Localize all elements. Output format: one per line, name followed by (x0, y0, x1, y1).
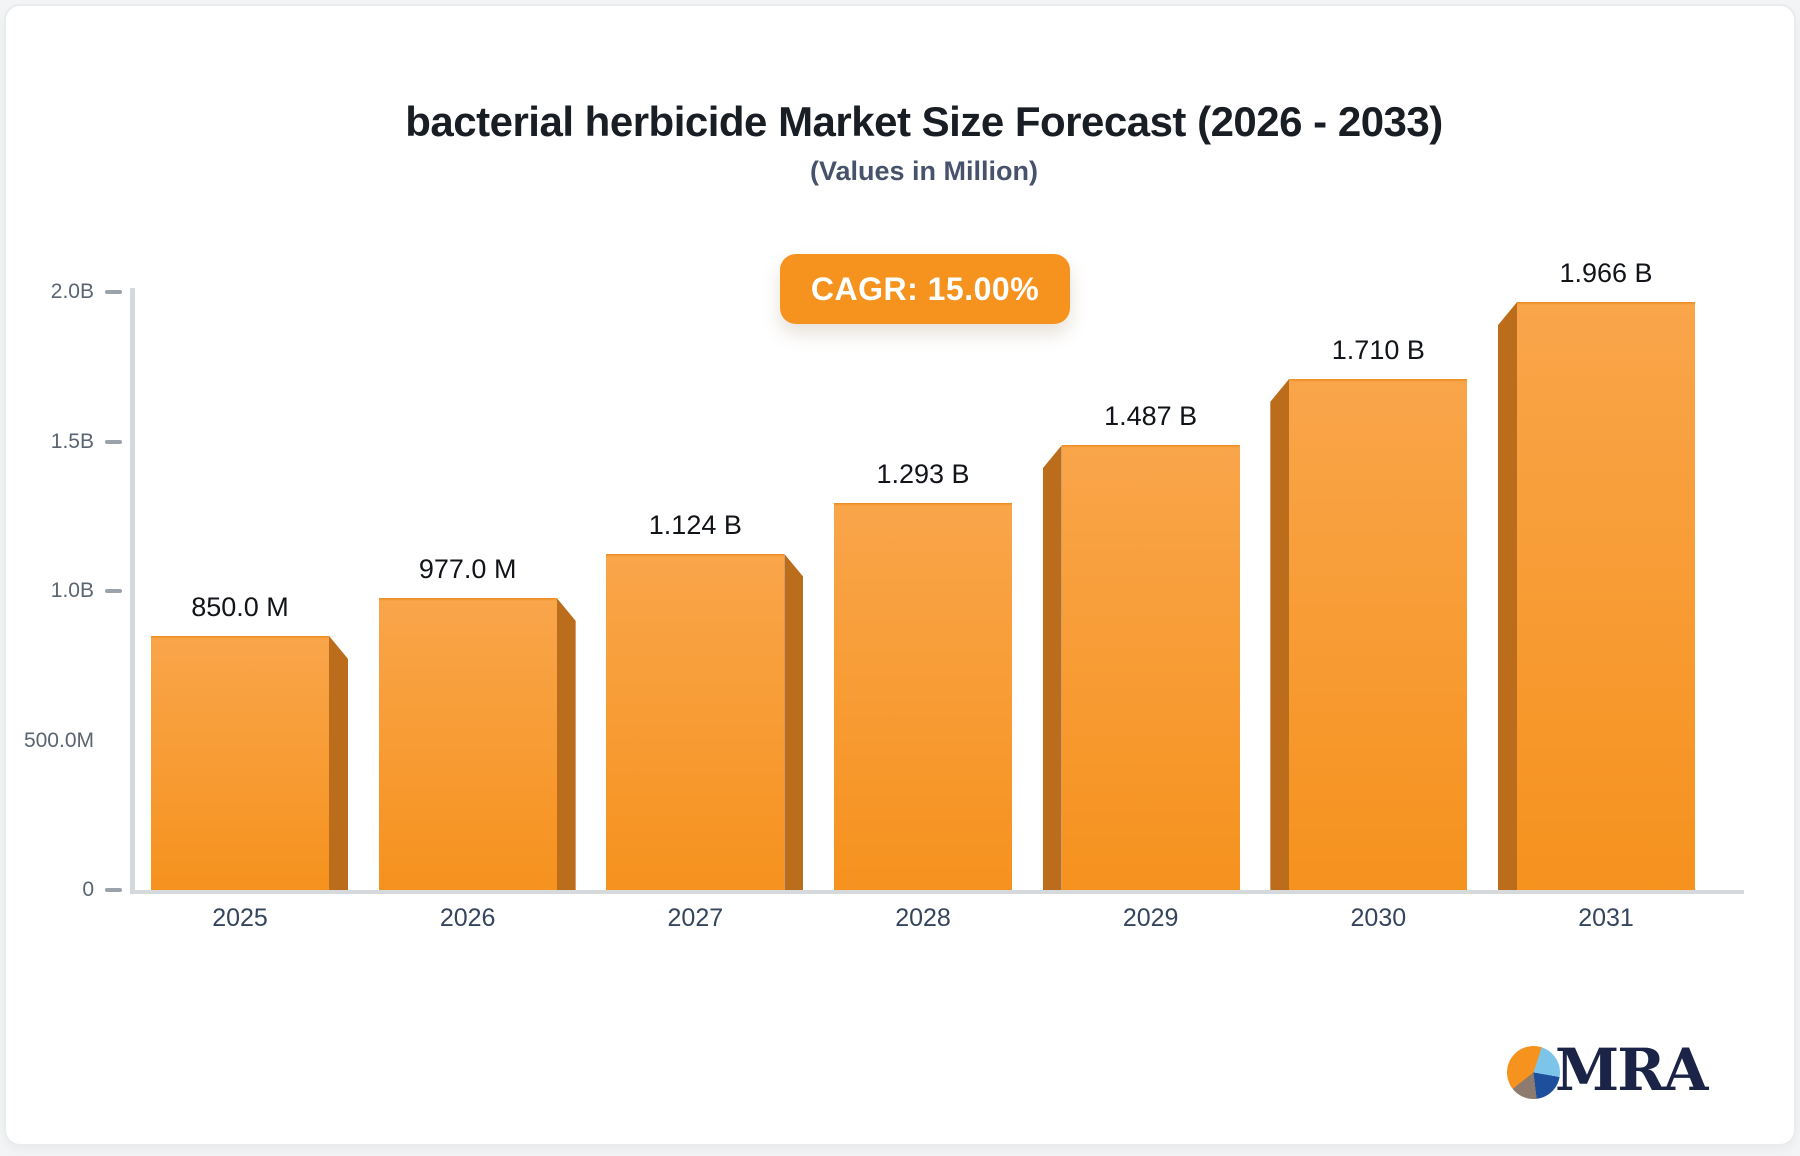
x-tick-label: 2027 (667, 904, 724, 932)
bar-3d-side (1042, 445, 1062, 890)
bar-3d-side (329, 635, 348, 890)
chart-subtitle: (Values in Million) (809, 156, 1039, 186)
bar-3d-side (556, 597, 576, 890)
x-tick-label: 2026 (439, 904, 496, 932)
x-tick-label: 2029 (1122, 904, 1179, 932)
bar-value-label: 977.0 M (418, 553, 517, 584)
bar-value-label: 850.0 M (191, 591, 289, 622)
y-tick-dash (105, 888, 122, 892)
plot-area: 2.0B 1.5B 1.0B 500.0M 0 850.0 M 2025 977.0 M 202… (6, 6, 1794, 1144)
bar-3d-side (1270, 378, 1290, 890)
chart-title: bacterial herbicide Market Size Forecast… (405, 98, 1443, 145)
y-tick-dash (105, 290, 122, 294)
bar-value-label: 1.293 B (876, 459, 970, 490)
y-axis-line (130, 288, 135, 894)
x-tick-label: 2028 (895, 904, 951, 932)
cagr-badge: CAGR: 15.00% (780, 254, 1070, 324)
bar-value-label: 1.124 B (648, 509, 742, 540)
bar-2027 (606, 553, 785, 890)
brand-logo: MRA (1503, 1034, 1743, 1114)
pie-chart-icon (1507, 1046, 1560, 1099)
bar-value-label: 1.487 B (1104, 401, 1198, 432)
bar-2026 (378, 597, 557, 890)
brand-logo-text: MRA (1555, 1036, 1708, 1104)
y-tick-dash (105, 439, 122, 444)
x-tick-label: 2031 (1578, 904, 1634, 932)
y-tick-dash (105, 589, 122, 593)
chart-card: bacterial herbicide Market Size Forecast… (4, 4, 1796, 1146)
bar-2028 (834, 503, 1012, 890)
y-tick-label: 1.5B (50, 429, 94, 453)
bar-3d-side (784, 553, 804, 890)
x-tick-label: 2025 (212, 904, 268, 932)
cagr-badge-label: CAGR: 15.00% (810, 270, 1040, 307)
x-tick-label: 2030 (1350, 904, 1407, 932)
bar-2029 (1061, 445, 1240, 890)
bar-value-label: 1.710 B (1331, 334, 1425, 365)
y-tick-label: 500.0M (23, 728, 94, 752)
bar-3d-side (1498, 302, 1517, 890)
y-tick-label: 0 (82, 878, 94, 901)
y-tick-label: 1.0B (50, 579, 94, 602)
x-axis-line (130, 890, 1744, 894)
bar-2030 (1289, 378, 1468, 890)
bar-value-label: 1.966 B (1559, 258, 1653, 289)
y-tick-label: 2.0B (50, 280, 94, 303)
bar-2031 (1517, 302, 1695, 890)
bar-2025 (151, 635, 329, 890)
